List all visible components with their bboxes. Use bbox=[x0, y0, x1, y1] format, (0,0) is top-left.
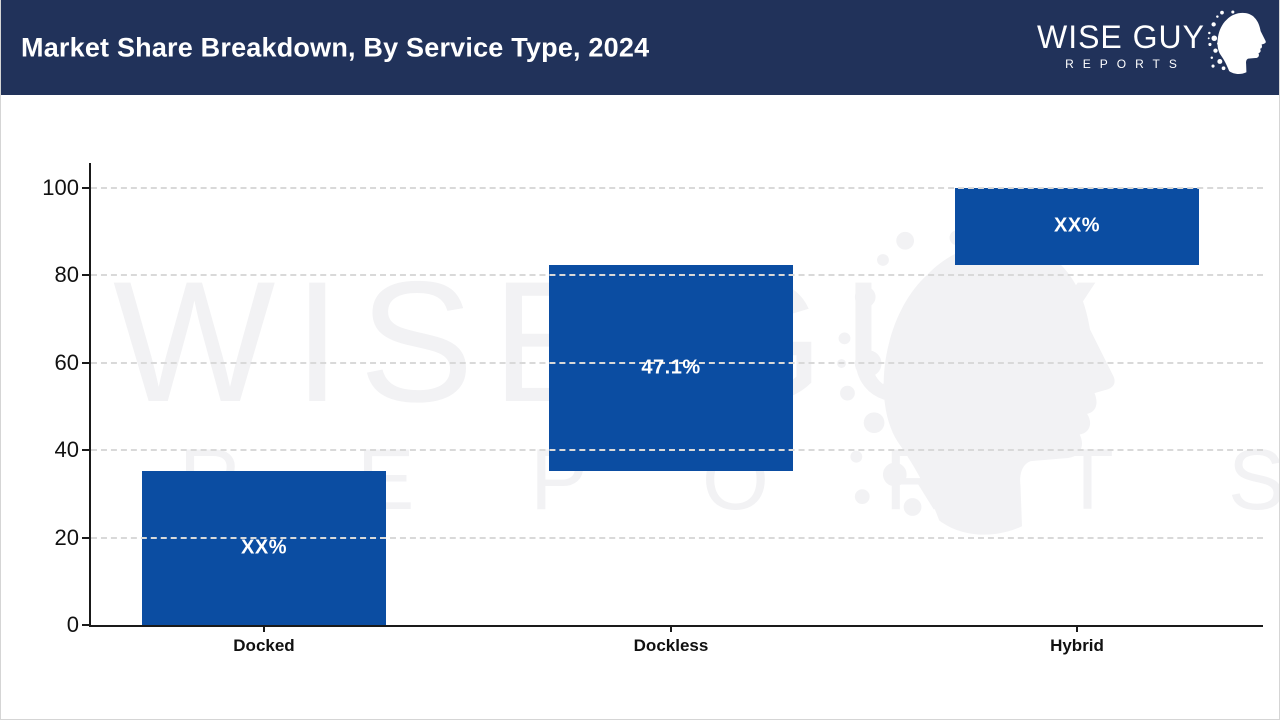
gridline bbox=[91, 361, 1263, 364]
bar-value-label: XX% bbox=[241, 536, 287, 559]
x-tick-mark bbox=[670, 625, 672, 632]
gridline bbox=[91, 449, 1263, 451]
y-tick-mark bbox=[82, 449, 89, 451]
gridline bbox=[91, 274, 1263, 276]
x-category-label: Hybrid bbox=[1050, 636, 1104, 655]
y-tick-label: 100 bbox=[42, 174, 79, 200]
x-category-label: Docked bbox=[233, 636, 295, 655]
y-tick-mark bbox=[82, 186, 89, 189]
y-tick-label: 80 bbox=[54, 262, 79, 287]
gridline bbox=[91, 536, 1263, 539]
header-bar: Market Share Breakdown, By Service Type,… bbox=[1, 0, 1279, 95]
y-tick-label: 60 bbox=[54, 349, 79, 375]
y-tick-label: 40 bbox=[54, 437, 79, 462]
bar-hybrid bbox=[955, 187, 1199, 265]
bar-docked bbox=[142, 470, 386, 625]
x-category-label: Dockless bbox=[633, 636, 709, 655]
y-tick-label: 0 bbox=[66, 612, 79, 637]
chart-title: Market Share Breakdown, By Service Type,… bbox=[21, 32, 650, 62]
y-axis-line bbox=[89, 163, 91, 627]
logo-subtext: REPORTS bbox=[1065, 57, 1186, 71]
y-tick-mark bbox=[82, 536, 89, 539]
logo-face-icon bbox=[1207, 10, 1266, 75]
x-axis-line bbox=[89, 625, 1263, 627]
gridline bbox=[91, 186, 1263, 189]
y-tick-mark bbox=[82, 361, 89, 364]
watermark-face-icon bbox=[837, 230, 1115, 535]
bar-dockless bbox=[549, 264, 793, 471]
chart-area: WISE GUY R E P O R T S XX%47.1%XX% 02040… bbox=[1, 95, 1279, 719]
brand-logo: WISE GUY REPORTS bbox=[1037, 7, 1273, 85]
bar-value-label: 47.1% bbox=[641, 356, 701, 379]
logo-wordmark: WISE GUY bbox=[1036, 19, 1205, 55]
logo-text: WISE GUY REPORTS bbox=[1037, 21, 1205, 71]
y-tick-mark bbox=[82, 274, 89, 276]
x-tick-mark bbox=[1076, 625, 1078, 632]
bar-value-label: XX% bbox=[1054, 214, 1100, 237]
x-tick-mark bbox=[263, 625, 265, 632]
y-tick-mark bbox=[82, 624, 89, 626]
y-tick-label: 20 bbox=[54, 524, 79, 550]
